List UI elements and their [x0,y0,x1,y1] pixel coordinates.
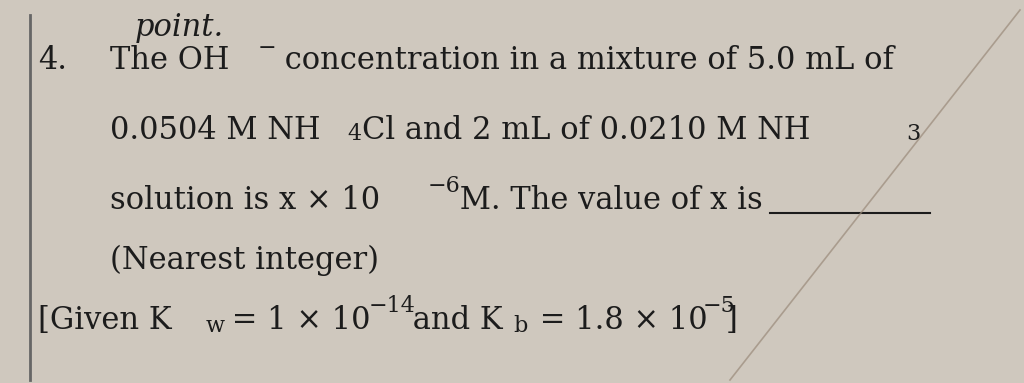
Text: = 1.8 × 10: = 1.8 × 10 [530,305,708,336]
Text: point.: point. [135,12,224,43]
Text: solution is x × 10: solution is x × 10 [110,185,380,216]
Text: (Nearest integer): (Nearest integer) [110,245,379,276]
Text: 0.0504 M NH: 0.0504 M NH [110,115,321,146]
Text: ]: ] [726,305,738,336]
Text: Cl and 2 mL of 0.0210 M NH: Cl and 2 mL of 0.0210 M NH [362,115,810,146]
Text: w: w [206,315,225,337]
Text: −6: −6 [428,175,461,197]
Text: [Given K: [Given K [38,305,172,336]
Text: 3: 3 [906,123,921,145]
Text: and K: and K [403,305,503,336]
Text: b: b [513,315,527,337]
Text: M. The value of x is: M. The value of x is [450,185,763,216]
Text: = 1 × 10: = 1 × 10 [222,305,371,336]
Text: −14: −14 [369,295,416,317]
Text: 4.: 4. [38,45,67,76]
Text: 4: 4 [347,123,361,145]
Text: −5: −5 [703,295,736,317]
Text: concentration in a mixture of 5.0 mL of: concentration in a mixture of 5.0 mL of [275,45,894,76]
Text: −: − [258,37,276,59]
Text: The OH: The OH [110,45,229,76]
